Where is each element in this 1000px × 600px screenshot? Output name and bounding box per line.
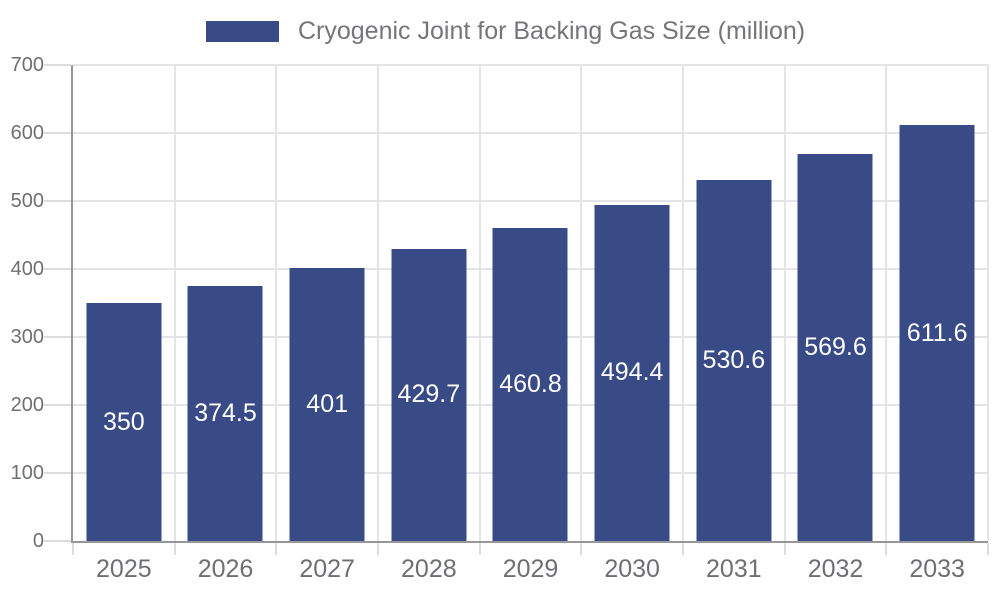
y-axis-label: 400 — [10, 258, 44, 280]
bar: 374.5 — [187, 286, 263, 541]
x-axis-label: 2031 — [706, 555, 762, 583]
y-axis-tick — [44, 268, 71, 270]
x-axis-tick — [987, 543, 989, 555]
y-axis-label: 500 — [10, 190, 44, 212]
vertical-gridline — [478, 65, 481, 541]
x-axis-tick — [885, 543, 888, 555]
bar-value-label: 350 — [102, 407, 145, 436]
bar-group: 429.7 — [378, 65, 480, 541]
x-axis-label: 2025 — [96, 555, 152, 583]
x-axis-tick — [783, 543, 786, 555]
x-axis-label: 2027 — [299, 555, 355, 583]
y-axis-label: 0 — [32, 530, 44, 552]
y-axis-tick — [44, 472, 71, 474]
bar: 350 — [86, 303, 162, 541]
vertical-gridline — [783, 65, 786, 541]
y-axis-tick — [44, 404, 71, 406]
bar-value-label: 374.5 — [194, 399, 257, 428]
x-axis-tick — [478, 543, 481, 555]
bar-group: 374.5 — [175, 65, 277, 541]
vertical-gridline — [275, 65, 278, 541]
y-axis-tick — [44, 64, 71, 66]
horizontal-gridline — [73, 132, 988, 134]
horizontal-gridline — [73, 200, 988, 202]
x-axis: 2025 2026 2027 2028 2029 2030 2031 2032 2033 — [73, 543, 988, 593]
x-axis-tick — [275, 543, 278, 555]
x-axis-tick — [377, 543, 379, 555]
y-axis-label: 100 — [10, 462, 44, 484]
bar-value-label: 401 — [306, 390, 349, 419]
bar: 530.6 — [696, 180, 772, 541]
x-axis-tick — [580, 543, 583, 555]
y-axis-label: 300 — [10, 326, 44, 348]
y-axis: 0 100 200 300 400 500 600 700 — [0, 54, 44, 552]
bar-value-label: 569.6 — [804, 332, 867, 361]
x-axis-label: 2026 — [197, 555, 254, 583]
legend-label: Cryogenic Joint for Backing Gas Size (mi… — [298, 17, 806, 45]
bar: 611.6 — [899, 125, 975, 541]
legend[interactable]: Cryogenic Joint for Backing Gas Size (mi… — [206, 16, 805, 46]
bar-group: 494.4 — [581, 65, 683, 541]
bar-group: 530.6 — [683, 65, 785, 541]
y-axis-label: 200 — [10, 394, 44, 416]
horizontal-gridline — [73, 64, 988, 66]
y-axis-tick — [44, 132, 71, 134]
vertical-gridline — [885, 65, 888, 541]
legend-swatch-icon — [206, 20, 279, 42]
bar-value-label: 429.7 — [397, 380, 461, 409]
x-axis-tick — [72, 543, 74, 555]
y-axis-tick — [44, 540, 71, 542]
y-axis-label: 700 — [10, 54, 44, 76]
x-axis-tick — [682, 543, 684, 555]
vertical-gridline — [682, 65, 684, 541]
y-axis-label: 600 — [10, 122, 44, 144]
x-axis-label: 2030 — [604, 555, 660, 583]
bar-group: 569.6 — [785, 65, 887, 541]
vertical-gridline — [173, 65, 176, 541]
bar-value-label: 460.8 — [499, 369, 562, 398]
bar-value-label: 530.6 — [702, 346, 766, 375]
bar: 429.7 — [391, 248, 467, 541]
bar: 494.4 — [594, 204, 670, 541]
bar-group: 350 — [73, 65, 175, 541]
x-axis-label: 2029 — [502, 555, 559, 583]
bar-group: 460.8 — [480, 65, 582, 541]
bar: 460.8 — [492, 227, 568, 541]
bar-group: 611.6 — [886, 65, 988, 541]
bar-value-label: 494.4 — [600, 358, 664, 387]
x-axis-tick — [173, 543, 176, 555]
y-axis-tick — [44, 200, 71, 202]
x-axis-label: 2028 — [401, 555, 457, 583]
bar-group: 401 — [276, 65, 378, 541]
plot-area: 350 374.5 401 429.7 460.8 494.4 530.6 569.6 611.… — [44, 64, 989, 555]
vertical-gridline — [377, 65, 379, 541]
y-axis-tick — [44, 336, 71, 338]
bar: 569.6 — [797, 153, 873, 541]
vertical-gridline — [580, 65, 583, 541]
x-axis-label: 2032 — [807, 555, 864, 583]
vertical-gridline — [987, 65, 989, 541]
bar-value-label: 611.6 — [906, 318, 968, 347]
bar: 401 — [289, 268, 365, 541]
x-axis-label: 2033 — [909, 555, 965, 583]
